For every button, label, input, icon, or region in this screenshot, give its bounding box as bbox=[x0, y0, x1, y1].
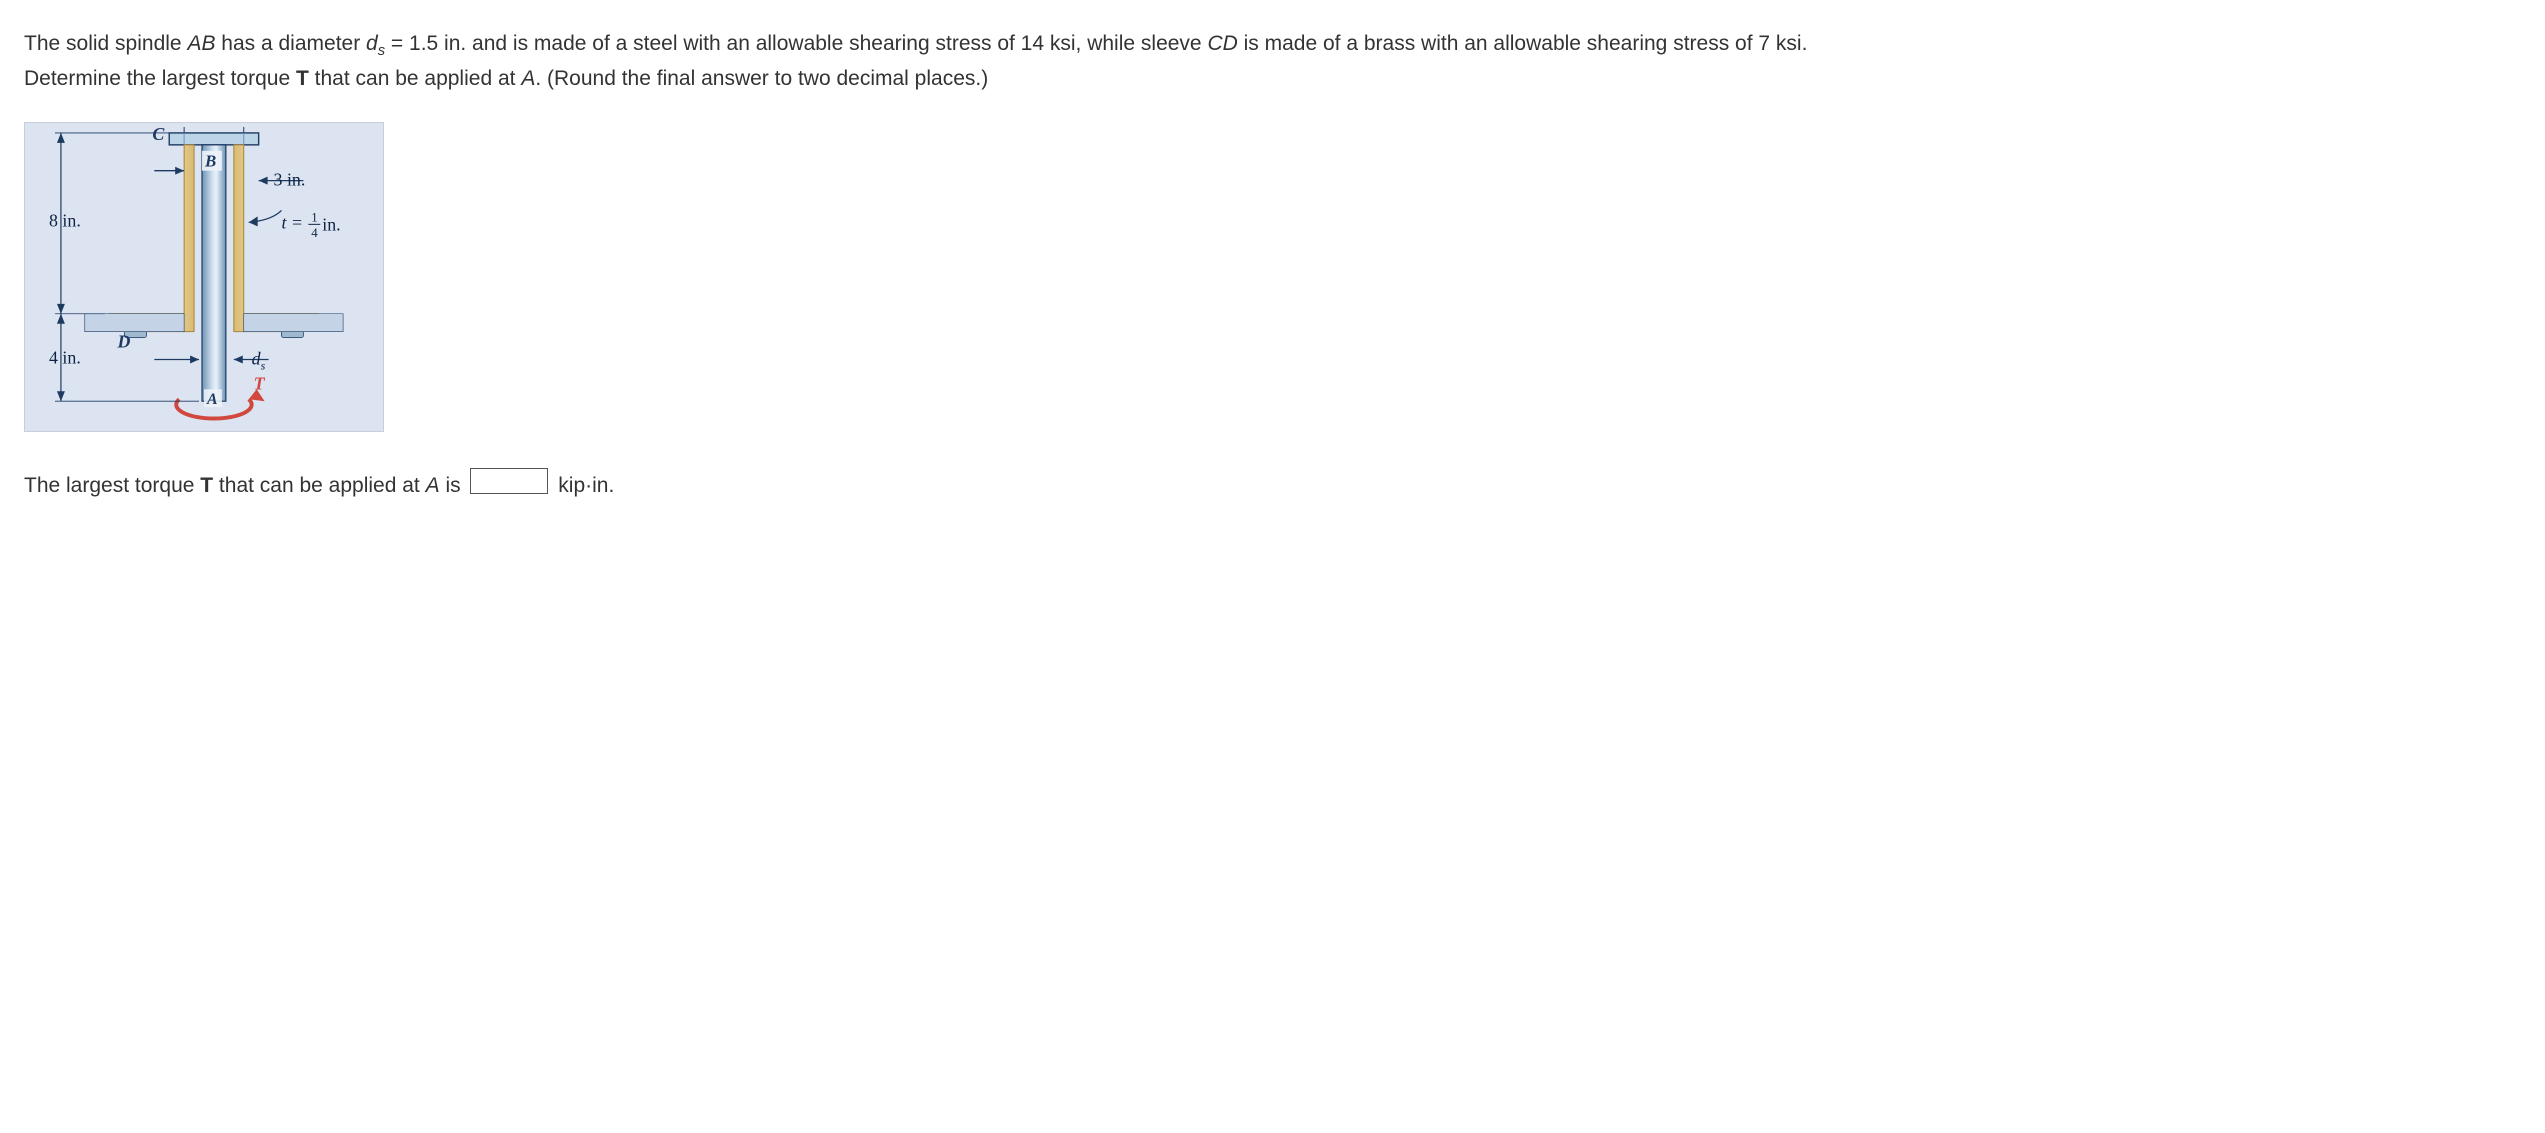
answer-T: T bbox=[200, 474, 213, 497]
dim-t-pre: t = bbox=[281, 212, 303, 232]
label-C: C bbox=[152, 123, 165, 143]
problem-statement: The solid spindle AB has a diameter ds =… bbox=[24, 28, 1824, 96]
sleeve-CD: CD bbox=[1207, 32, 1237, 55]
text: . (Round the final answer to two decimal… bbox=[535, 67, 988, 90]
dim-t-bot: 4 bbox=[311, 225, 318, 240]
dim-4in: 4 in. bbox=[49, 347, 81, 367]
dim-3in: 3 in. bbox=[274, 169, 306, 189]
torque-T: T bbox=[296, 67, 309, 90]
dim-8in: 8 in. bbox=[49, 210, 81, 230]
dim-ds: d bbox=[252, 348, 261, 368]
text: is bbox=[440, 474, 467, 497]
dim-t-post: in. bbox=[322, 214, 340, 234]
svg-text:ds: ds bbox=[252, 348, 266, 372]
spindle-AB: AB bbox=[187, 32, 215, 55]
text: The largest torque bbox=[24, 474, 200, 497]
svg-text:t =: t = bbox=[281, 212, 303, 232]
text: The solid spindle bbox=[24, 32, 187, 55]
text: has a diameter bbox=[215, 32, 366, 55]
answer-unit: kip·in. bbox=[552, 474, 614, 497]
label-A: A bbox=[206, 391, 218, 408]
ds-symbol: ds bbox=[366, 32, 385, 55]
answer-input[interactable] bbox=[470, 468, 548, 494]
answer-A: A bbox=[426, 474, 440, 497]
label-D: D bbox=[117, 331, 131, 351]
label-T: T bbox=[254, 373, 266, 393]
text: = 1.5 in. and is made of a steel with an… bbox=[385, 32, 1207, 55]
problem-figure: C B D A T 3 in. t = 1 4 in. ds bbox=[24, 122, 384, 432]
answer-sentence: The largest torque T that can be applied… bbox=[24, 466, 2521, 503]
text: that can be applied at bbox=[309, 67, 522, 90]
point-A: A bbox=[521, 67, 535, 90]
dim-t-top: 1 bbox=[311, 209, 317, 224]
text: that can be applied at bbox=[213, 474, 426, 497]
label-B: B bbox=[204, 151, 216, 170]
